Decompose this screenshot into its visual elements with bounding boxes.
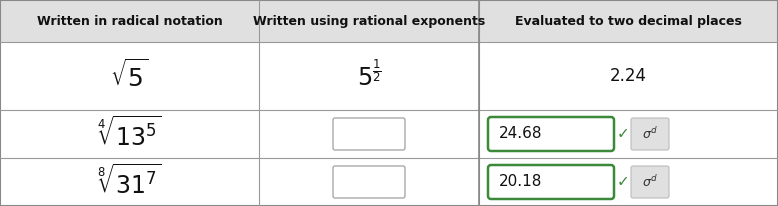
FancyBboxPatch shape — [333, 166, 405, 198]
FancyBboxPatch shape — [488, 117, 614, 151]
Bar — [0, 110, 778, 158]
Text: $5^{\frac{1}{2}}$: $5^{\frac{1}{2}}$ — [356, 61, 381, 91]
FancyBboxPatch shape — [488, 165, 614, 199]
Text: ✓: ✓ — [617, 174, 629, 190]
Text: $\sqrt{5}$: $\sqrt{5}$ — [110, 60, 149, 92]
FancyBboxPatch shape — [333, 118, 405, 150]
Text: Written using rational exponents: Written using rational exponents — [253, 14, 485, 27]
Text: 20.18: 20.18 — [499, 174, 542, 190]
Text: $\sqrt[8]{31^7}$: $\sqrt[8]{31^7}$ — [97, 164, 162, 200]
Bar — [0, 42, 778, 110]
Text: $\sigma^{d}$: $\sigma^{d}$ — [642, 174, 658, 190]
Text: ✓: ✓ — [617, 126, 629, 142]
Text: $\sqrt[4]{13^5}$: $\sqrt[4]{13^5}$ — [97, 116, 162, 152]
Text: 2.24: 2.24 — [610, 67, 647, 85]
Text: $\sigma^{d}$: $\sigma^{d}$ — [642, 126, 658, 142]
Text: Evaluated to two decimal places: Evaluated to two decimal places — [515, 14, 742, 27]
Text: Written in radical notation: Written in radical notation — [37, 14, 223, 27]
Text: 24.68: 24.68 — [499, 126, 542, 142]
Bar — [0, 158, 778, 206]
Bar — [0, 0, 778, 42]
FancyBboxPatch shape — [631, 166, 669, 198]
FancyBboxPatch shape — [631, 118, 669, 150]
